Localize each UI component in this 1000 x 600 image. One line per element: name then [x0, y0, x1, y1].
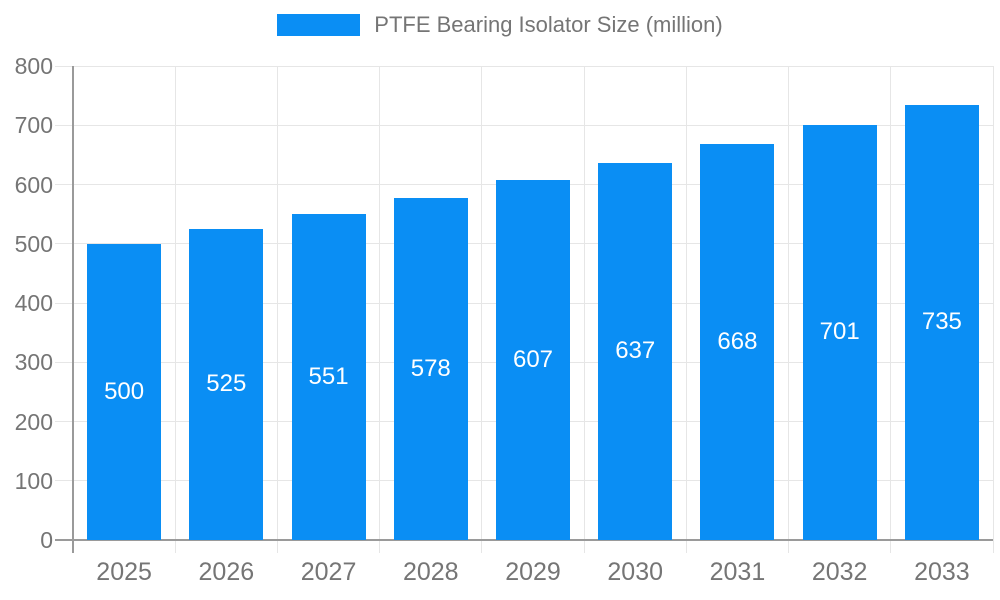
- bar-2025: 500: [87, 243, 162, 540]
- x-axis-tick-label: 2028: [402, 558, 459, 586]
- legend-label: PTFE Bearing Isolator Size (million): [374, 12, 723, 37]
- y-axis-tick-label: 100: [14, 467, 53, 494]
- x-axis-tick-label: 2033: [914, 558, 970, 586]
- y-axis-tick-label: 500: [14, 230, 53, 257]
- y-axis-tick-label: 600: [14, 171, 53, 198]
- bar-2030: 637: [598, 162, 673, 540]
- gridline-v: [379, 66, 381, 553]
- bar-value-label: 735: [921, 308, 962, 336]
- bar-2031: 668: [700, 144, 775, 540]
- gridline-v: [174, 66, 176, 553]
- gridline-v: [583, 66, 585, 553]
- y-axis-tick-label: 700: [14, 112, 53, 139]
- y-axis-tick-label: 0: [40, 527, 53, 553]
- gridline-h: [55, 124, 993, 126]
- bar-2032: 701: [802, 124, 877, 540]
- bar-value-label: 668: [717, 328, 758, 356]
- bar-value-label: 551: [308, 362, 349, 390]
- bar-value-label: 701: [819, 318, 860, 346]
- bar-value-label: 525: [206, 370, 247, 398]
- bar-2028: 578: [393, 197, 468, 540]
- y-axis-line: [72, 66, 74, 553]
- gridline-v: [890, 66, 892, 553]
- bar-2026: 525: [189, 228, 264, 540]
- x-axis-tick-label: 2029: [505, 558, 561, 586]
- x-axis-line: [55, 539, 993, 541]
- gridline-v: [481, 66, 483, 553]
- bar-value-label: 500: [104, 377, 145, 405]
- x-axis-tick-label: 2026: [198, 558, 255, 586]
- y-axis-tick-label: 300: [14, 349, 53, 376]
- x-axis-tick-label: 2027: [300, 558, 357, 586]
- bar-value-label: 607: [512, 346, 554, 374]
- bar-2029: 607: [496, 180, 570, 540]
- bar-value-label: 578: [410, 354, 451, 382]
- gridline-h: [55, 65, 993, 67]
- bar-2033: 735: [904, 104, 979, 540]
- x-axis-tick-label: 2031: [709, 558, 766, 586]
- y-axis-tick-label: 800: [14, 53, 53, 79]
- x-axis-tick-label: 2032: [811, 558, 868, 586]
- y-axis-tick-label: 400: [14, 290, 53, 316]
- chart-legend-item[interactable]: PTFE Bearing Isolator Size (million): [0, 12, 1000, 38]
- bar-2027: 551: [291, 213, 366, 540]
- gridline-v: [685, 66, 687, 553]
- x-axis-tick-label: 2030: [607, 558, 664, 586]
- gridline-v: [788, 66, 790, 553]
- x-axis-tick-label: 2025: [96, 558, 152, 586]
- gridline-v: [992, 66, 994, 553]
- gridline-v: [276, 66, 278, 553]
- legend-swatch-icon: [277, 14, 361, 36]
- plot-area: 500 525 551 578 607 637 668 701 735: [55, 65, 994, 553]
- bar-value-label: 637: [615, 337, 656, 365]
- y-axis-tick-label: 200: [14, 408, 53, 435]
